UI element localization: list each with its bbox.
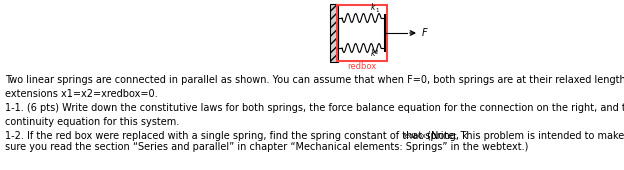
Text: 1-1. (6 pts) Write down the constitutive laws for both springs, the force balanc: 1-1. (6 pts) Write down the constitutive… [5, 103, 624, 127]
Text: 1: 1 [375, 8, 379, 13]
Text: 1-2. If the red box were replaced with a single spring, find the spring constant: 1-2. If the red box were replaced with a… [5, 131, 468, 141]
Text: Two linear springs are connected in parallel as shown. You can assume that when : Two linear springs are connected in para… [5, 75, 624, 99]
Text: k: k [371, 48, 376, 57]
Text: F: F [422, 28, 427, 38]
Text: sure you read the section “Series and parallel” in chapter “Mechanical elements:: sure you read the section “Series and pa… [5, 142, 529, 152]
Text: . (Note: This problem is intended to make: . (Note: This problem is intended to mak… [421, 131, 624, 141]
Text: k: k [371, 3, 376, 12]
Bar [330, 4, 338, 62]
Text: redbox: redbox [348, 62, 377, 71]
Bar [337, 4, 387, 61]
Text: 2: 2 [375, 50, 379, 55]
Text: redbox: redbox [402, 133, 426, 139]
